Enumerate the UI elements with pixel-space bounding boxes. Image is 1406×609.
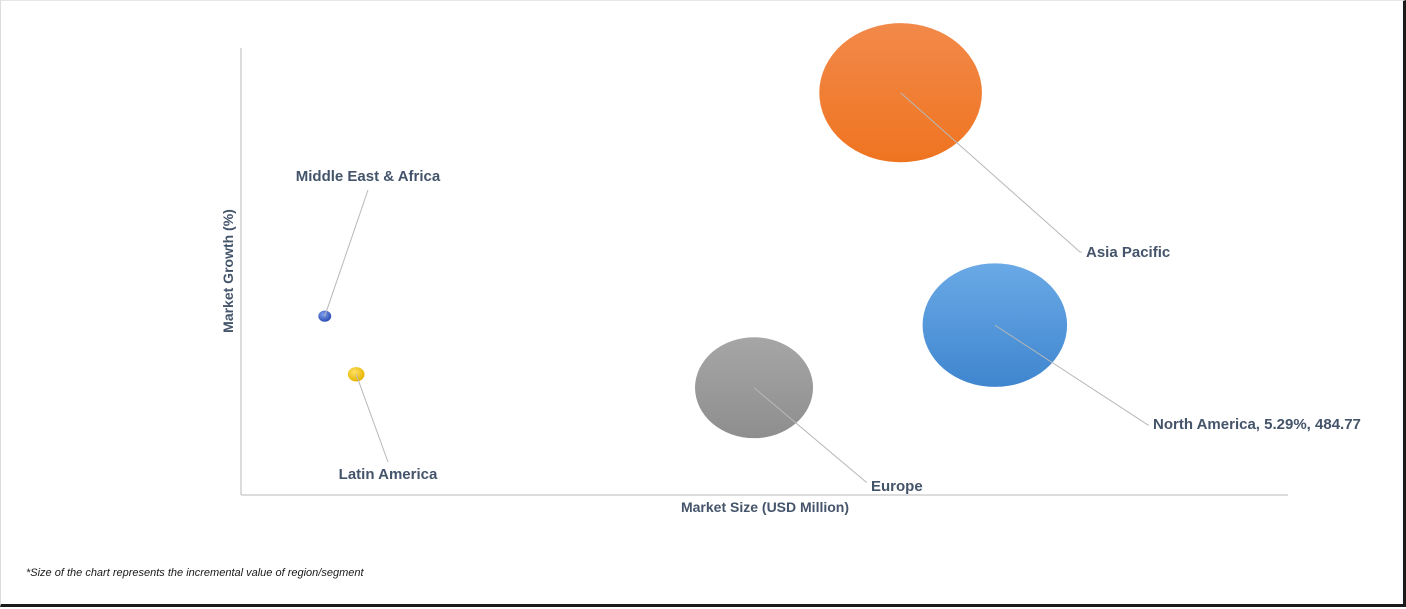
bubble-label-latin-america: Latin America	[339, 466, 438, 483]
chart-footnote: *Size of the chart represents the increm…	[26, 567, 364, 579]
bubble-label-north-america: North America, 5.29%, 484.77	[1153, 416, 1361, 433]
bubble-label-europe: Europe	[871, 478, 923, 495]
bubbles-layer	[318, 23, 1068, 439]
bubble-label-middle-east-africa: Middle East & Africa	[296, 168, 441, 185]
bubble-latin-america	[347, 367, 365, 382]
x-axis-label: Market Size (USD Million)	[681, 499, 849, 515]
leader-line-asia-pacific	[900, 92, 1082, 253]
leader-line-north-america	[994, 324, 1149, 426]
leader-line-middle-east-africa	[324, 189, 369, 317]
bubble-labels-layer: Middle East & Africa Latin America Europe N…	[296, 168, 1361, 495]
leader-line-latin-america	[355, 374, 389, 463]
y-axis-label: Market Growth (%)	[220, 209, 236, 333]
bubble-label-asia-pacific: Asia Pacific	[1086, 244, 1170, 261]
leader-lines-layer	[324, 92, 1149, 483]
leader-line-europe	[753, 387, 867, 483]
